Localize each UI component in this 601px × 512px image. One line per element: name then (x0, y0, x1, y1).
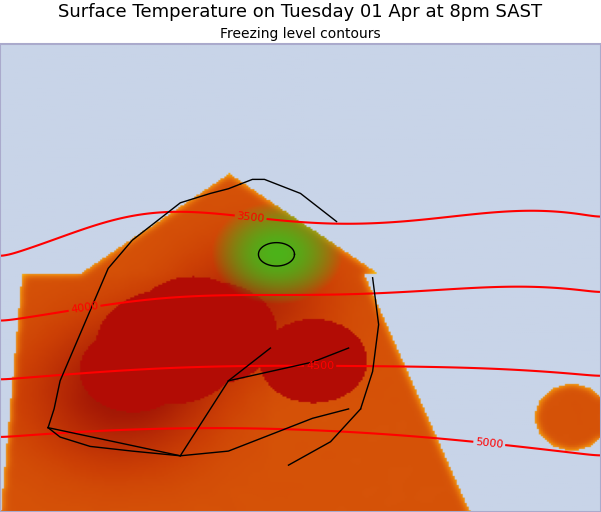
Text: 3500: 3500 (236, 211, 265, 224)
Text: Freezing level contours: Freezing level contours (220, 27, 381, 41)
Text: 4500: 4500 (306, 361, 334, 371)
Text: 4000: 4000 (70, 301, 99, 315)
Text: 5000: 5000 (475, 437, 504, 450)
Text: Surface Temperature on Tuesday 01 Apr at 8pm SAST: Surface Temperature on Tuesday 01 Apr at… (58, 3, 543, 21)
